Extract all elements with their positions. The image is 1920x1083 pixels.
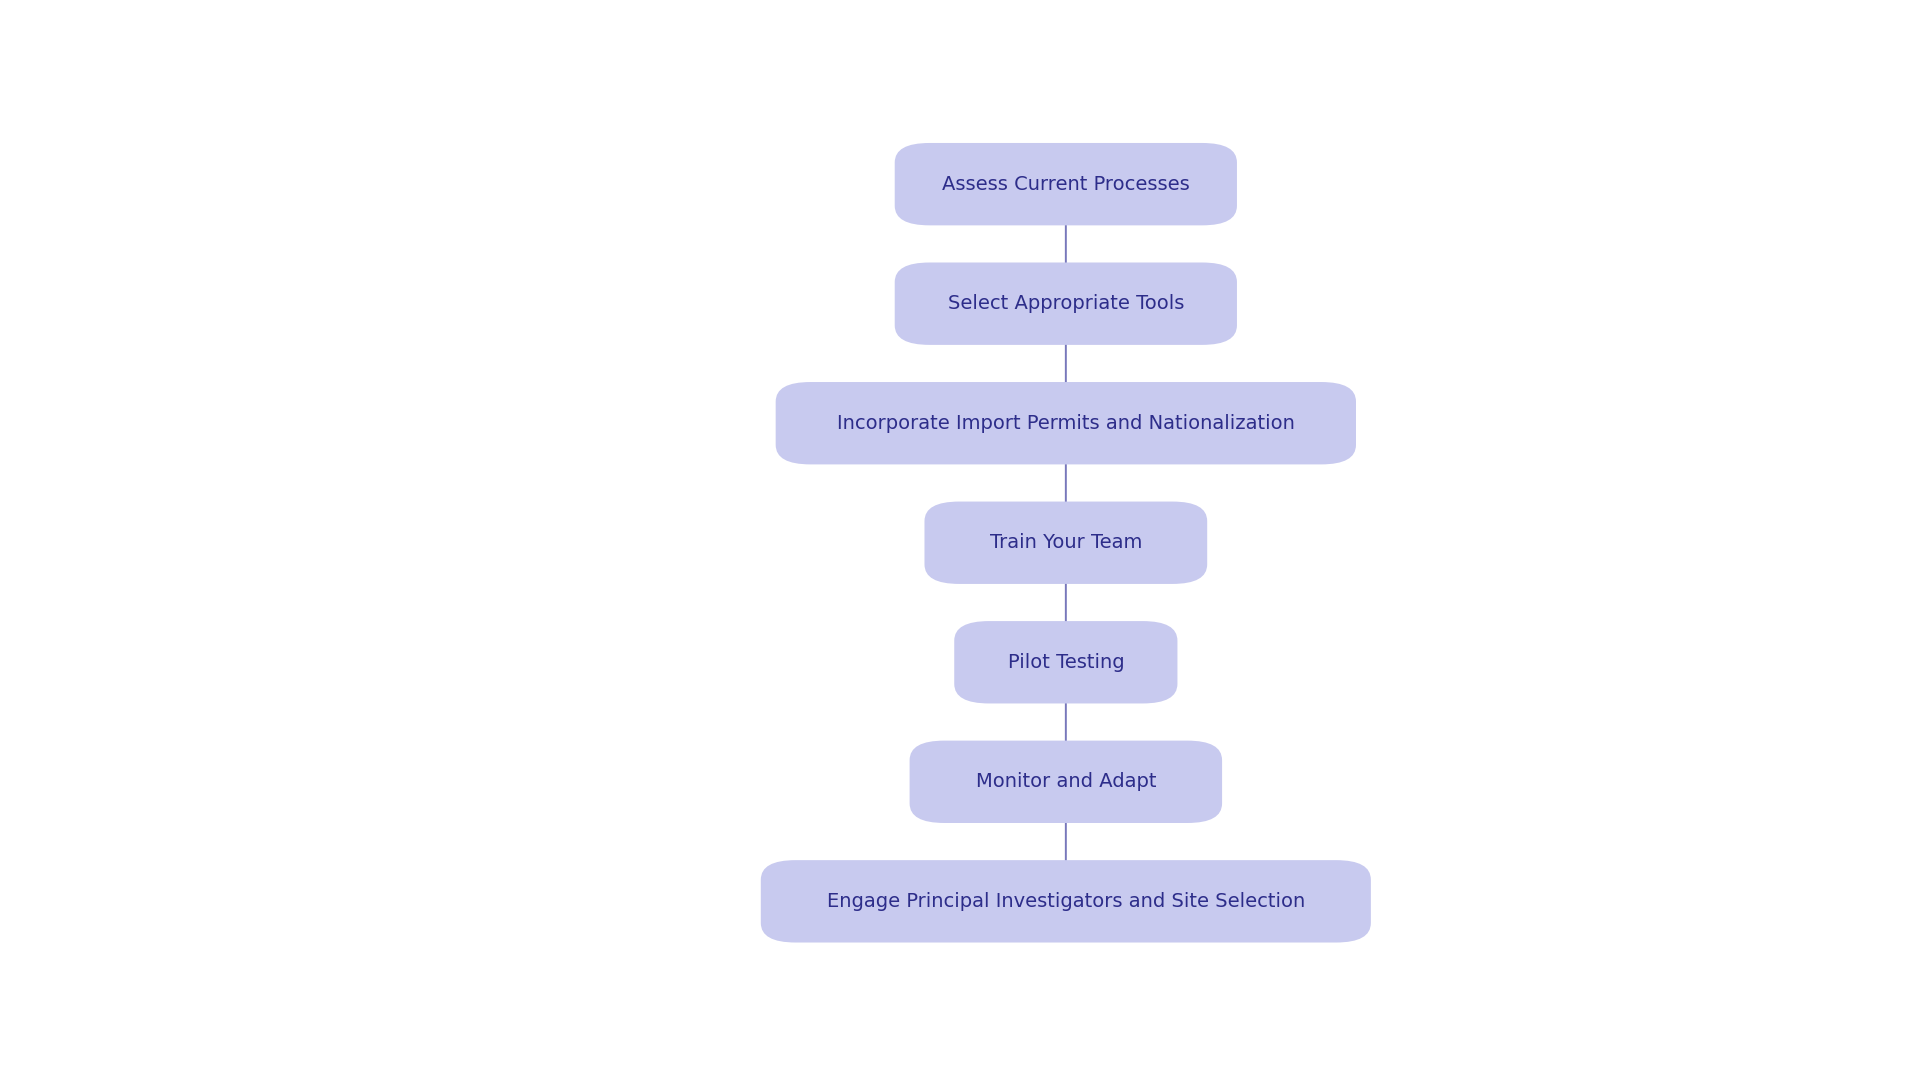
FancyBboxPatch shape (760, 860, 1371, 942)
Text: Pilot Testing: Pilot Testing (1008, 653, 1123, 671)
FancyBboxPatch shape (895, 262, 1236, 344)
Text: Train Your Team: Train Your Team (989, 533, 1142, 552)
Text: Monitor and Adapt: Monitor and Adapt (975, 772, 1156, 792)
FancyBboxPatch shape (776, 382, 1356, 465)
Text: Select Appropriate Tools: Select Appropriate Tools (948, 295, 1185, 313)
Text: Assess Current Processes: Assess Current Processes (943, 174, 1190, 194)
FancyBboxPatch shape (910, 741, 1221, 823)
FancyBboxPatch shape (895, 143, 1236, 225)
FancyBboxPatch shape (925, 501, 1208, 584)
Text: Incorporate Import Permits and Nationalization: Incorporate Import Permits and Nationali… (837, 414, 1294, 433)
FancyBboxPatch shape (954, 621, 1177, 704)
Text: Engage Principal Investigators and Site Selection: Engage Principal Investigators and Site … (828, 891, 1306, 911)
